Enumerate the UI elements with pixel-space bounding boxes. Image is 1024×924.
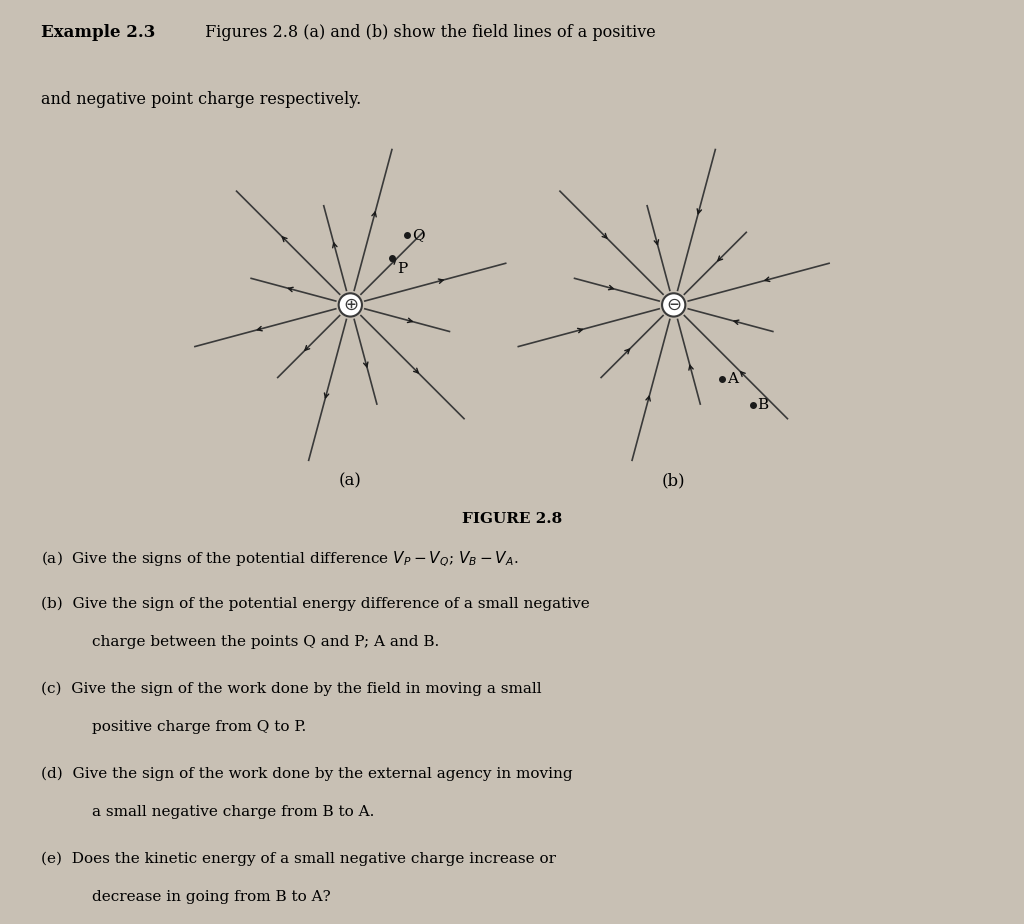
Text: positive charge from Q to P.: positive charge from Q to P. bbox=[92, 720, 306, 734]
Text: charge between the points Q and P; A and B.: charge between the points Q and P; A and… bbox=[92, 635, 439, 649]
Text: decrease in going from B to A?: decrease in going from B to A? bbox=[92, 890, 331, 904]
Text: Q: Q bbox=[412, 228, 424, 242]
Circle shape bbox=[663, 293, 685, 317]
Text: Figures 2.8 (a) and (b) show the field lines of a positive: Figures 2.8 (a) and (b) show the field l… bbox=[200, 24, 655, 42]
Text: (b)  Give the sign of the potential energy difference of a small negative: (b) Give the sign of the potential energ… bbox=[41, 597, 590, 611]
Text: $\ominus$: $\ominus$ bbox=[666, 296, 681, 314]
Text: A: A bbox=[727, 372, 737, 386]
Text: and negative point charge respectively.: and negative point charge respectively. bbox=[41, 91, 361, 108]
Text: B: B bbox=[757, 398, 768, 412]
Circle shape bbox=[339, 293, 361, 317]
Text: P: P bbox=[397, 261, 408, 275]
Text: (e)  Does the kinetic energy of a small negative charge increase or: (e) Does the kinetic energy of a small n… bbox=[41, 852, 556, 866]
Text: $\oplus$: $\oplus$ bbox=[343, 296, 358, 314]
Text: Example 2.3: Example 2.3 bbox=[41, 24, 156, 42]
Text: (b): (b) bbox=[662, 472, 685, 489]
Text: (a): (a) bbox=[339, 472, 361, 489]
Text: a small negative charge from B to A.: a small negative charge from B to A. bbox=[92, 805, 375, 819]
Text: (c)  Give the sign of the work done by the field in moving a small: (c) Give the sign of the work done by th… bbox=[41, 682, 542, 696]
Text: (a)  Give the signs of the potential difference $V_P - V_Q$; $V_B - V_A$.: (a) Give the signs of the potential diff… bbox=[41, 550, 518, 569]
Text: (d)  Give the sign of the work done by the external agency in moving: (d) Give the sign of the work done by th… bbox=[41, 767, 572, 781]
Text: FIGURE 2.8: FIGURE 2.8 bbox=[462, 512, 562, 526]
